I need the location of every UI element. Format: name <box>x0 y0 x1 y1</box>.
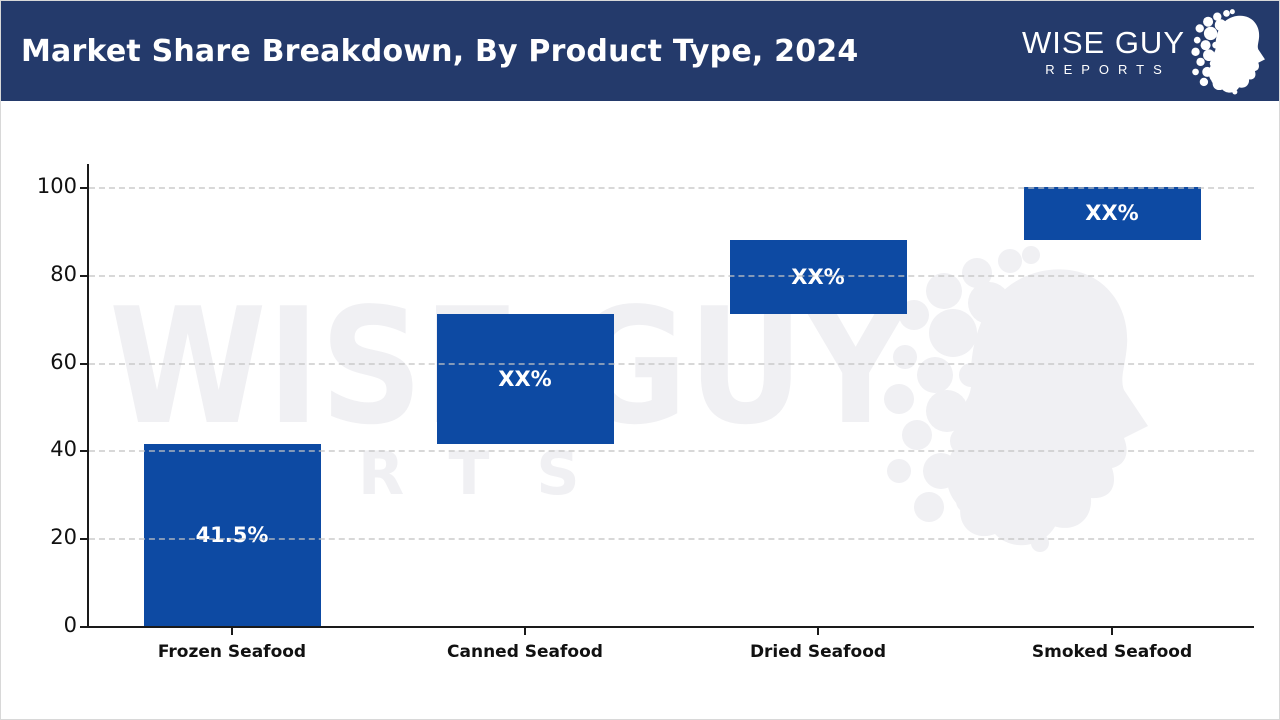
x-tick-mark <box>817 628 819 635</box>
x-tick-label: Dried Seafood <box>749 642 887 662</box>
logo-text: WISE GUY REPORTS <box>1022 25 1185 77</box>
bar-value-label: XX% <box>791 264 845 289</box>
y-tick-mark <box>80 450 87 453</box>
x-tick-label: Canned Seafood <box>447 642 603 662</box>
dotted-head-logo-icon <box>1191 9 1265 95</box>
grid-line <box>89 187 1254 189</box>
x-tick-mark <box>1111 628 1113 635</box>
wise-guy-reports-logo: WISE GUY REPORTS <box>1022 5 1279 97</box>
y-tick-label: 80 <box>50 261 77 286</box>
header: Market Share Breakdown, By Product Type,… <box>1 1 1279 101</box>
bar-frozen-seafood: 41.5% <box>143 443 321 626</box>
bar-canned-seafood: XX% <box>436 314 614 444</box>
y-tick-label: 40 <box>50 437 77 462</box>
logo-subtitle: REPORTS <box>1045 62 1171 77</box>
bar-value-label: 41.5% <box>195 522 269 547</box>
x-tick-label: Frozen Seafood <box>157 642 307 662</box>
grid-line <box>89 274 1254 277</box>
bar-value-label: XX% <box>498 367 552 392</box>
y-tick-mark <box>80 538 87 541</box>
y-axis-line <box>87 164 89 628</box>
y-tick-label: 20 <box>50 525 77 550</box>
chart-title: Market Share Breakdown, By Product Type,… <box>21 33 859 69</box>
grid-line <box>89 450 1254 453</box>
x-tick-mark <box>524 628 526 635</box>
bar-value-label: XX% <box>1085 201 1139 226</box>
y-tick-mark <box>80 362 87 365</box>
y-tick-mark <box>80 274 87 277</box>
y-tick-label: 0 <box>63 613 77 637</box>
y-tick-mark <box>80 187 87 189</box>
y-tick-label: 100 <box>36 174 77 198</box>
x-axis-line <box>87 626 1254 628</box>
x-tick-label: Smoked Seafood <box>1031 642 1193 662</box>
bar-smoked-seafood: XX% <box>1023 187 1201 240</box>
bar-dried-seafood: XX% <box>729 239 907 315</box>
logo-wordmark: WISE GUY <box>1021 25 1185 60</box>
grid-line <box>89 362 1254 365</box>
x-tick-mark <box>231 628 233 635</box>
grid-line <box>89 538 1254 541</box>
y-tick-mark <box>80 626 87 628</box>
y-tick-label: 60 <box>50 349 77 374</box>
